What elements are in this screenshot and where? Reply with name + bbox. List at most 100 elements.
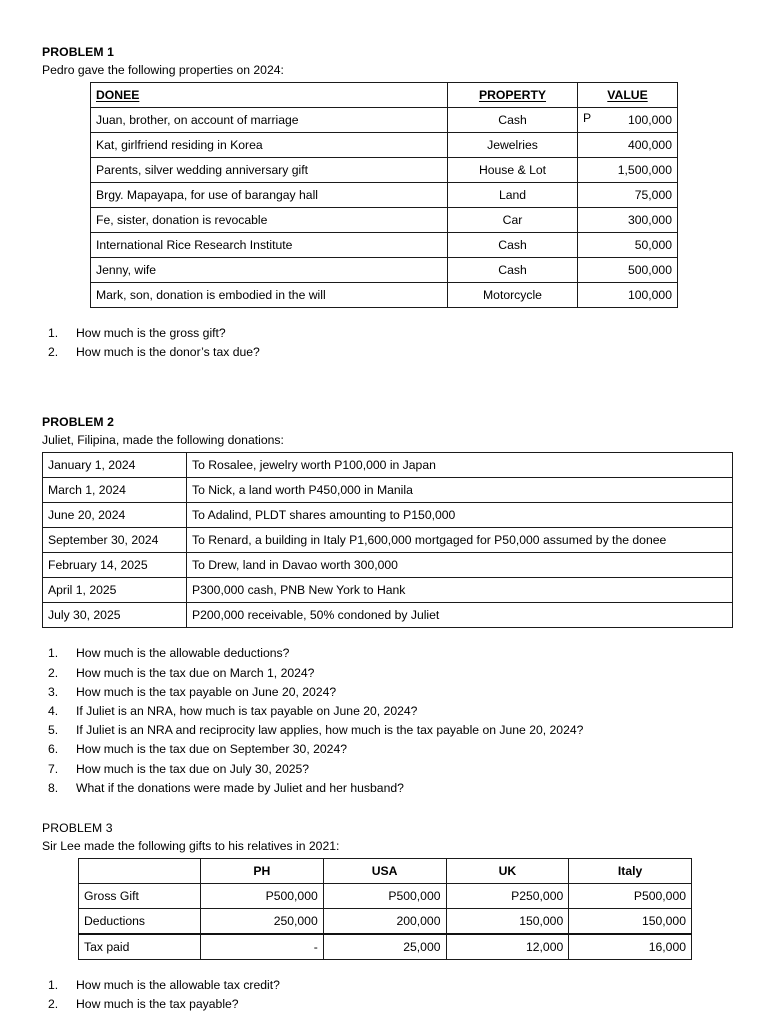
table-row: Deductions 250,000 200,000 150,000 150,0… xyxy=(78,908,692,935)
cell-value: 400,000 xyxy=(577,132,678,158)
question-number: 2. xyxy=(48,345,59,360)
question-item: 6. How much is the tax due on September 3… xyxy=(42,740,732,759)
spacer xyxy=(42,798,732,820)
peso-symbol: P xyxy=(583,111,592,125)
cell-donee: Jenny, wife xyxy=(90,257,448,283)
table-row: Gross Gift P500,000 P500,000 P250,000 P5… xyxy=(78,883,692,910)
question-text: How much is the tax due on March 1, 2024… xyxy=(76,665,315,680)
question-item: 2. How much is the tax due on March 1, 20… xyxy=(42,664,732,683)
table-row: March 1, 2024 To Nick, a land worth P450… xyxy=(42,477,733,504)
table-row: June 20, 2024 To Adalind, PLDT shares am… xyxy=(42,502,733,529)
cell-property: Motorcycle xyxy=(447,282,578,308)
question-text: How much is the tax payable on June 20, … xyxy=(76,684,337,699)
problem-1-title: PROBLEM 1 xyxy=(42,45,115,59)
problem-2-table-wrapper: January 1, 2024 To Rosalee, jewelry wort… xyxy=(42,452,733,629)
question-number: 2. xyxy=(48,665,59,680)
question-number: 2. xyxy=(48,997,59,1012)
table-row: International Rice Research Institute Ca… xyxy=(90,232,678,258)
cell-property: Cash xyxy=(447,107,578,133)
cell-property: Cash xyxy=(447,232,578,258)
cell-value: 500,000 xyxy=(577,257,678,283)
table-row: Jenny, wife Cash 500,000 xyxy=(90,257,678,283)
column-header-ph: PH xyxy=(200,858,324,885)
table-row: Parents, silver wedding anniversary gift… xyxy=(90,157,678,183)
cell-value: P 100,000 xyxy=(577,107,678,133)
cell-value: - xyxy=(200,933,324,961)
question-item: 1. How much is the allowable tax credit? xyxy=(42,976,732,995)
question-number: 7. xyxy=(48,761,59,776)
problem-3-title: PROBLEM 3 xyxy=(42,821,113,836)
cell-description: To Rosalee, jewelry worth P100,000 in Ja… xyxy=(186,452,733,479)
question-number: 1. xyxy=(48,326,59,340)
cell-value: P500,000 xyxy=(322,883,447,910)
question-item: 7. How much is the tax due on July 30, 20… xyxy=(42,760,732,779)
question-item: 2. How much is the tax payable? xyxy=(42,995,732,1014)
table-row: Juan, brother, on account of marriage Ca… xyxy=(90,107,678,133)
cell-value: 12,000 xyxy=(445,933,570,961)
question-item: 5. If Juliet is an NRA and reciprocity la… xyxy=(42,721,732,740)
cell-date: July 30, 2025 xyxy=(42,602,187,629)
cell-value: P500,000 xyxy=(568,883,692,910)
row-label: Tax paid xyxy=(78,933,201,961)
question-text: What if the donations were made by Julie… xyxy=(76,780,404,795)
cell-value: P250,000 xyxy=(445,883,570,910)
spacer xyxy=(42,628,732,644)
problem-1-questions: 1. How much is the gross gift? 2. How much… xyxy=(42,324,732,362)
cell-value: 25,000 xyxy=(322,933,447,961)
question-text: How much is the gross gift? xyxy=(76,326,226,340)
question-text: How much is the tax due on September 30,… xyxy=(76,742,347,757)
cell-value: 150,000 xyxy=(568,908,692,935)
problem-2-section: PROBLEM 2 Juliet, Filipina, made the fol… xyxy=(42,414,733,798)
question-number: 4. xyxy=(48,704,59,719)
cell-donee: International Rice Research Institute xyxy=(90,232,448,258)
column-header-donee: DONEE xyxy=(90,82,448,108)
cell-property: Land xyxy=(447,182,578,208)
spacer xyxy=(42,362,732,414)
question-number: 8. xyxy=(48,780,59,795)
cell-property: Jewelries xyxy=(447,132,578,158)
cell-description: To Renard, a building in Italy P1,600,00… xyxy=(186,527,733,554)
column-header-italy: Italy xyxy=(568,858,692,885)
cell-value: 200,000 xyxy=(322,908,447,935)
table-row: July 30, 2025 P200,000 receivable, 50% c… xyxy=(42,602,733,629)
cell-description: P300,000 cash, PNB New York to Hank xyxy=(186,577,733,604)
spacer xyxy=(42,308,732,324)
row-label: Gross Gift xyxy=(78,883,201,910)
table-header-row: PH USA UK Italy xyxy=(78,858,692,885)
question-number: 1. xyxy=(48,646,59,661)
table-row: Mark, son, donation is embodied in the w… xyxy=(90,282,678,308)
cell-date: June 20, 2024 xyxy=(42,502,187,529)
question-text: If Juliet is an NRA, how much is tax pay… xyxy=(76,704,418,719)
problem-3-questions: 1. How much is the allowable tax credit? … xyxy=(42,976,732,1014)
question-text: How much is the allowable tax credit? xyxy=(76,978,280,993)
cell-donee: Brgy. Mapayapa, for use of barangay hall xyxy=(90,182,448,208)
cell-description: P200,000 receivable, 50% condoned by Jul… xyxy=(186,602,733,629)
cell-description: To Adalind, PLDT shares amounting to P15… xyxy=(186,502,733,529)
problem-3-table: PH USA UK Italy Gross Gift P500,000 P500… xyxy=(78,858,692,961)
cell-date: April 1, 2025 xyxy=(42,577,187,604)
question-item: 4. If Juliet is an NRA, how much is tax p… xyxy=(42,702,732,721)
table-row: January 1, 2024 To Rosalee, jewelry wort… xyxy=(42,452,733,479)
question-text: How much is the allowable deductions? xyxy=(76,646,290,661)
cell-value: 50,000 xyxy=(577,232,678,258)
cell-value: 150,000 xyxy=(445,908,570,935)
table-header-row: DONEE PROPERTY VALUE xyxy=(90,82,678,108)
question-item: 1. How much is the allowable deductions? xyxy=(42,644,732,663)
problem-2-table: January 1, 2024 To Rosalee, jewelry wort… xyxy=(42,452,733,629)
problem-2-questions: 1. How much is the allowable deductions? … xyxy=(42,644,732,798)
question-number: 3. xyxy=(48,684,59,699)
cell-value: 75,000 xyxy=(577,182,678,208)
cell-value: 1,500,000 xyxy=(577,157,678,183)
cell-date: September 30, 2024 xyxy=(42,527,187,554)
cell-date: February 14, 2025 xyxy=(42,552,187,579)
cell-value: 16,000 xyxy=(568,933,692,961)
problem-1-table: DONEE PROPERTY VALUE Juan, brother, on a… xyxy=(90,82,678,308)
cell-value: 250,000 xyxy=(200,908,324,935)
question-number: 6. xyxy=(48,742,59,757)
cell-donee: Parents, silver wedding anniversary gift xyxy=(90,157,448,183)
question-text: How much is the tax payable? xyxy=(76,997,239,1012)
table-row: Tax paid - 25,000 12,000 16,000 xyxy=(78,933,692,961)
cell-value: P500,000 xyxy=(200,883,324,910)
question-text: How much is the tax due on July 30, 2025… xyxy=(76,761,310,776)
